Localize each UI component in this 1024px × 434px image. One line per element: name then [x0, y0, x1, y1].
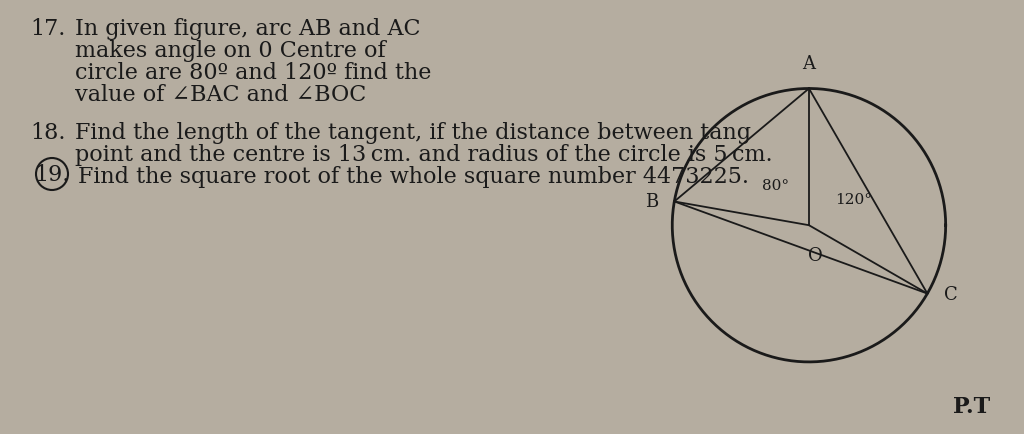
Text: value of ∠BAC and ∠BOC: value of ∠BAC and ∠BOC — [75, 84, 367, 106]
Text: In given figure, arc AB and AC: In given figure, arc AB and AC — [75, 18, 421, 40]
Text: 80°: 80° — [762, 179, 790, 193]
Text: P.T: P.T — [952, 395, 990, 417]
Text: circle are 80º and 120º find the: circle are 80º and 120º find the — [75, 62, 431, 84]
Text: makes angle on 0 Centre of: makes angle on 0 Centre of — [75, 40, 386, 62]
Text: Find the length of the tangent, if the distance between tang: Find the length of the tangent, if the d… — [75, 122, 751, 144]
Text: O: O — [808, 246, 823, 264]
Text: 18.: 18. — [30, 122, 66, 144]
Text: B: B — [645, 193, 657, 211]
Text: 17.: 17. — [30, 18, 66, 40]
Text: A: A — [803, 55, 815, 73]
Text: point and the centre is 13 cm. and radius of the circle is 5 cm.: point and the centre is 13 cm. and radiu… — [75, 144, 773, 166]
Text: 120°: 120° — [836, 193, 872, 207]
Text: Find the square root of the whole square number 4473225.: Find the square root of the whole square… — [78, 166, 749, 187]
Text: 19.: 19. — [35, 164, 70, 186]
Text: C: C — [944, 285, 957, 303]
